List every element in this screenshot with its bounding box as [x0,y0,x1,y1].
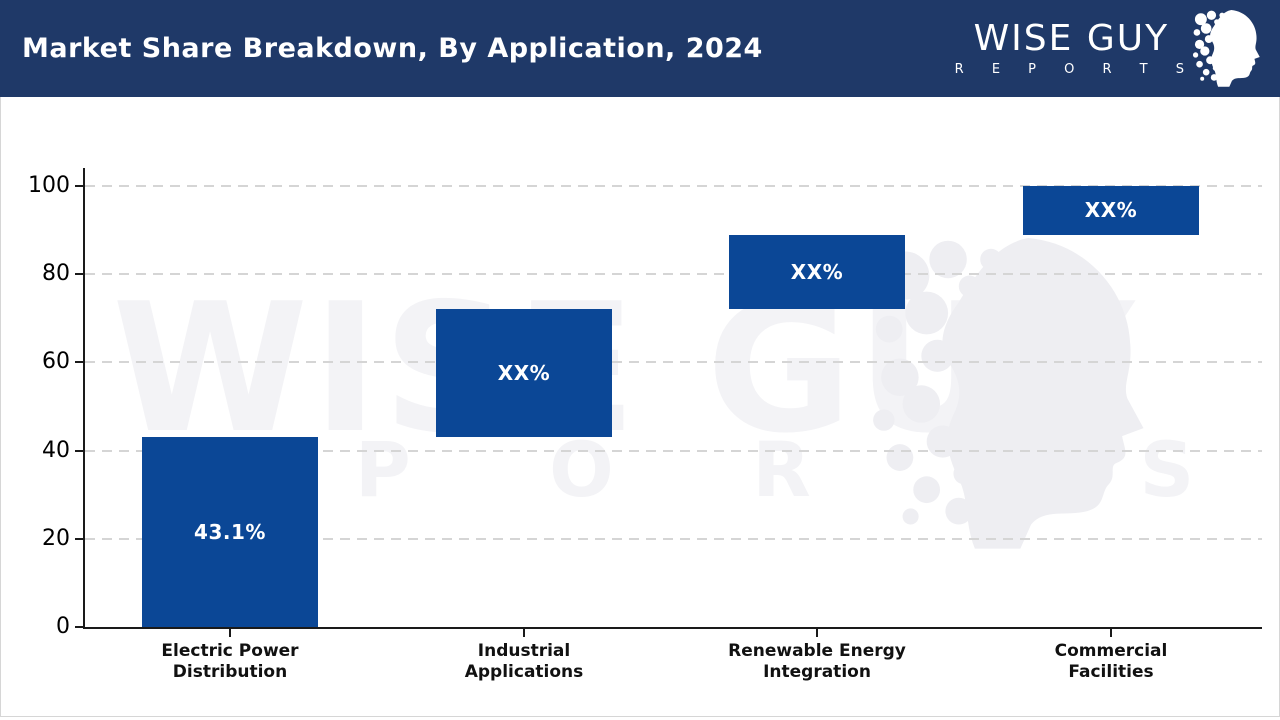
bar-segment: XX% [1023,186,1199,235]
x-category-label: Electric Power Distribution [100,641,360,684]
x-category-label-line: Commercial [1054,641,1168,661]
gridline [85,185,1262,187]
gridline [85,449,1262,452]
y-axis-tick [75,185,83,187]
x-category-label-line: Facilities [1068,662,1154,683]
logo-text: WISE GUY R E P O R T S [947,17,1196,77]
gridline [85,361,1262,364]
header-bar: Market Share Breakdown, By Application, … [0,0,1280,97]
page-title: Market Share Breakdown, By Application, … [22,33,763,64]
y-axis-tick [75,626,83,628]
head-profile-icon [1192,9,1260,87]
y-axis-tick-label: 20 [42,525,70,551]
y-axis-tick [75,273,83,276]
x-category-label-line: Renewable Energy [728,641,906,661]
bar-value-label: 43.1% [194,519,266,544]
x-axis-tick [523,629,525,637]
logo-subtitle: R E P O R T S [954,61,1196,77]
y-axis-tick [75,537,83,540]
x-category-label: Commercial Facilities [981,641,1241,684]
x-axis-tick [816,629,818,637]
x-category-label-line: Distribution [172,662,288,683]
bar-segment: XX% [729,234,905,310]
x-category-label: Industrial Applications [394,641,654,684]
y-axis-tick-label: 100 [28,173,70,198]
y-axis-tick-label: 0 [56,614,70,639]
gridline [85,273,1262,276]
logo-wordmark: WISE GUY [973,17,1170,59]
bar-value-label: XX% [790,259,844,284]
x-axis-spine [83,627,1262,629]
bar-value-label: XX% [497,360,551,385]
bar-segment: 43.1% [142,436,318,627]
y-axis-tick [75,361,83,364]
plot-area: 0 20 40 60 80 100 43.1% Electric Power Distribut… [0,97,1280,720]
watermark-head-profile-icon [873,238,1144,549]
gridline [85,537,1262,540]
y-axis-spine [83,168,85,629]
y-axis-tick-label: 40 [42,437,70,463]
x-axis-tick [229,629,231,637]
x-category-label: Renewable Energy Integration [687,641,947,684]
bar-segment: XX% [436,309,612,437]
wise-guy-reports-logo: WISE GUY R E P O R T S [947,6,1280,92]
x-category-label-line: Applications [464,662,584,683]
y-axis-tick-label: 80 [42,261,70,287]
y-axis-tick [75,449,83,452]
bar-value-label: XX% [1084,198,1138,223]
x-category-label-line: Industrial [477,641,571,661]
y-axis-tick-label: 60 [42,349,70,375]
x-category-label-line: Electric Power [161,641,299,661]
x-category-label-line: Integration [763,662,871,683]
x-axis-tick [1110,629,1112,637]
